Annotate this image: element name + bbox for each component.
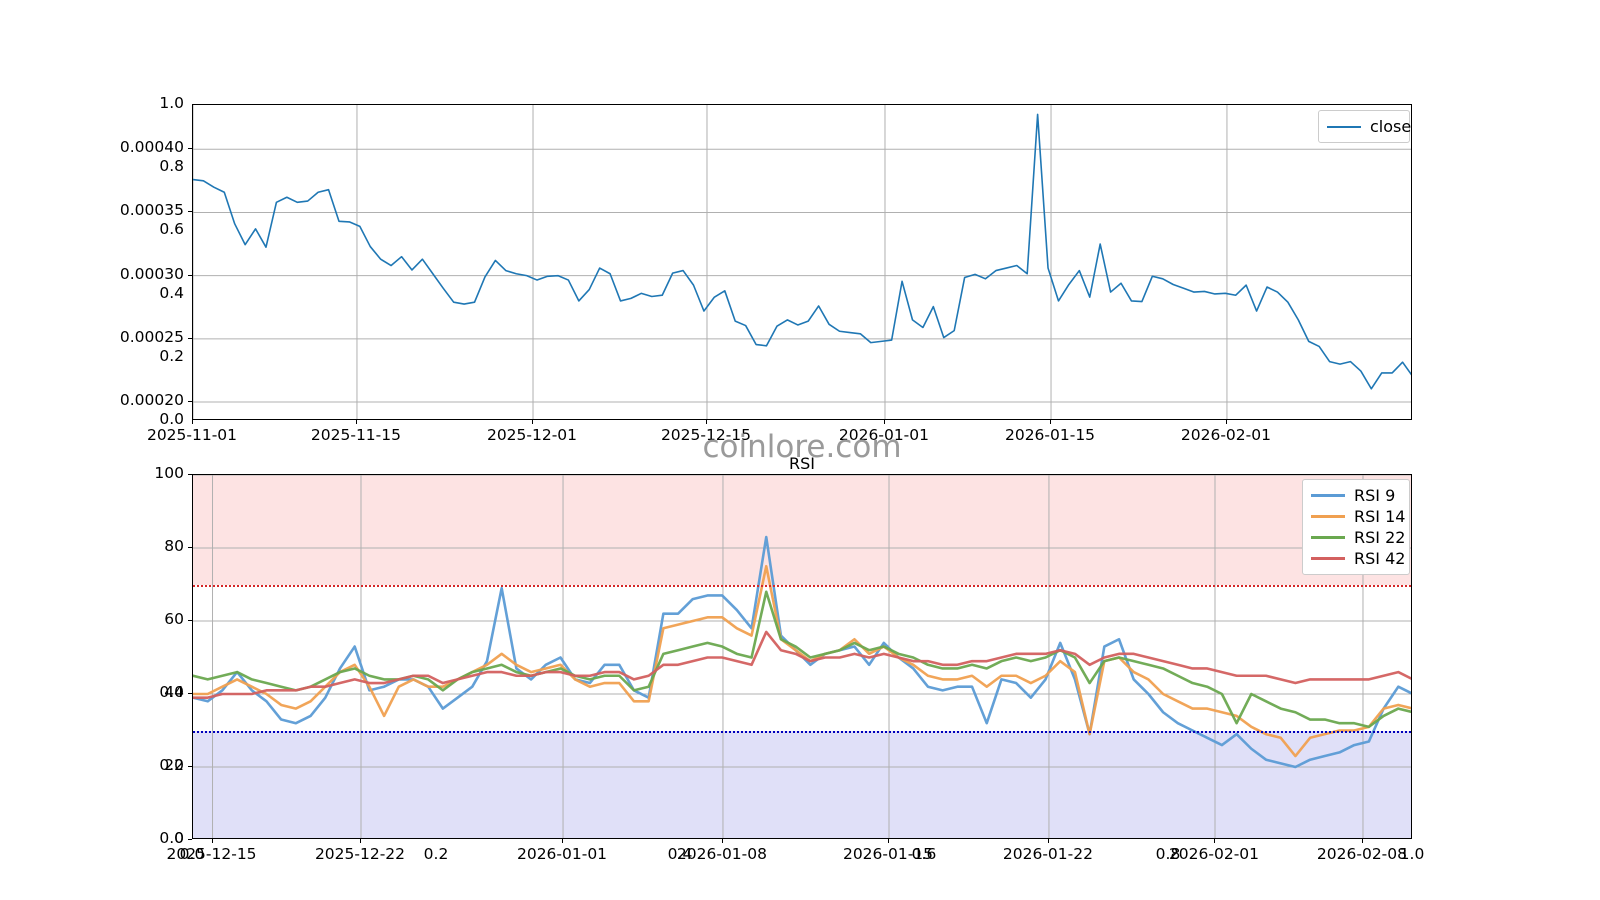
rsi-grid-and-lines <box>193 475 1411 838</box>
rsi-y-tick-label: 60 <box>164 610 184 628</box>
price-line-svg <box>193 105 1411 419</box>
rsi-x-tick-label: 2026-02-08 <box>1316 845 1408 863</box>
price-x-tick-label: 2025-12-01 <box>486 426 578 444</box>
rsi-x-tick-mark <box>721 839 723 843</box>
price-y-phantom-tick-label: 0.4 <box>159 283 184 302</box>
price-x-tick-mark <box>1050 420 1052 424</box>
rsi-y-tick-mark <box>188 766 192 767</box>
rsi-x-tick-label: 2026-01-15 <box>842 845 934 863</box>
price-x-tick-mark <box>883 420 885 424</box>
rsi-x-phantom-tick-label: 1.0 <box>1399 845 1425 863</box>
price-y-phantom-tick-label: 1.0 <box>159 94 184 112</box>
rsi-x-tick-label: 2025-12-22 <box>314 845 406 863</box>
rsi-y-tick-mark <box>188 839 192 840</box>
rsi-x-phantom-tick-label: 0.2 <box>423 845 449 863</box>
rsi-x-tick-mark <box>1047 839 1049 843</box>
rsi-x-tick-mark <box>562 839 564 843</box>
rsi-y-tick-mark <box>188 474 192 475</box>
rsi-x-tick-label: 2026-02-01 <box>1168 845 1260 863</box>
rsi-x-tick-label: 2026-01-08 <box>676 845 767 863</box>
rsi-x-phantom-tick-label: 0.6 <box>911 845 937 863</box>
price-y-tick-mark <box>188 274 192 276</box>
rsi-x-tick-mark <box>359 839 361 843</box>
rsi-legend-item[interactable]: RSI 14 <box>1311 506 1405 527</box>
rsi-legend-item[interactable]: RSI 42 <box>1311 548 1405 569</box>
rsi-x-tick-mark <box>888 839 889 843</box>
rsi-plot-area <box>192 474 1412 839</box>
rsi-legend-item[interactable]: RSI 22 <box>1311 527 1405 548</box>
rsi-x-tick-label: 2026-01-01 <box>516 845 608 863</box>
rsi-y-phantom-tick-label: 0.0 <box>159 829 184 847</box>
price-x-tick-mark <box>192 420 193 424</box>
price-x-tick-mark <box>532 420 533 424</box>
rsi-oversold-threshold-line <box>193 730 1411 733</box>
price-x-tick-mark <box>355 420 357 424</box>
rsi-x-phantom-tick-label: 0.8 <box>1155 845 1181 863</box>
rsi-legend-label: RSI 14 <box>1354 506 1406 526</box>
rsi-overbought-band <box>193 475 1411 585</box>
rsi-x-phantom-tick-label: 0.0 <box>179 845 205 863</box>
rsi-x-phantom-tick-label: 0.4 <box>667 845 693 863</box>
rsi-y-tick-mark <box>188 547 192 548</box>
rsi-y-tick-label: 20 <box>164 756 184 774</box>
price-x-tick-mark <box>1225 420 1227 424</box>
rsi-y-tick-label: 40 <box>164 683 184 701</box>
price-y-tick-label: 0.00020 <box>119 391 184 410</box>
price-legend-item[interactable]: close <box>1327 116 1411 137</box>
price-grid-and-line <box>193 105 1411 419</box>
rsi-y-tick-label: 80 <box>164 537 184 555</box>
price-plot-area <box>192 104 1412 420</box>
price-x-tick-label: 2025-11-01 <box>146 426 238 444</box>
rsi-y-phantom-tick-label: 0.2 <box>159 756 184 774</box>
rsi-y-tick-label: 100 <box>154 464 184 482</box>
price-y-phantom-tick-label: 0.6 <box>159 220 184 239</box>
price-x-tick-label: 2025-12-15 <box>660 426 752 444</box>
price-legend[interactable]: close <box>1318 110 1411 143</box>
price-x-tick-mark <box>705 420 707 424</box>
rsi-overbought-threshold-line <box>193 584 1411 587</box>
price-legend-label: close <box>1370 116 1412 136</box>
price-y-tick-label: 0.00040 <box>119 138 184 157</box>
price-x-tick-label: 2026-02-01 <box>1180 426 1271 444</box>
rsi-title: RSI <box>789 454 815 473</box>
price-x-tick-label: 2025-11-15 <box>310 426 401 444</box>
price-y-phantom-tick-label: 0.0 <box>159 410 184 428</box>
legend-line-icon <box>1311 515 1345 518</box>
rsi-legend-item[interactable]: RSI 9 <box>1311 485 1401 506</box>
price-y-tick-mark <box>188 148 192 150</box>
price-y-tick-mark <box>188 337 192 339</box>
price-y-tick-label: 0.00025 <box>119 327 184 346</box>
rsi-legend[interactable]: RSI 9 RSI 14 RSI 22 RSI 42 <box>1302 479 1410 575</box>
rsi-y-tick-mark <box>188 620 192 621</box>
rsi-legend-label: RSI 22 <box>1354 527 1406 547</box>
legend-line-icon <box>1311 536 1345 539</box>
rsi-y-tick-label: 0 <box>174 829 184 847</box>
price-x-tick-label: 2026-01-01 <box>838 426 930 444</box>
rsi-x-tick-mark <box>1213 839 1215 843</box>
price-y-tick-mark <box>188 401 192 403</box>
rsi-x-tick-label: 2026-01-22 <box>1002 845 1093 863</box>
price-y-phantom-tick-label: 0.8 <box>159 157 184 176</box>
price-y-tick-label: 0.00030 <box>119 264 184 283</box>
coinlore-watermark: coinlore.com <box>702 429 902 465</box>
rsi-legend-label: RSI 9 <box>1354 485 1396 505</box>
rsi-y-tick-mark <box>188 693 192 694</box>
price-x-tick-label: 2026-01-15 <box>1004 426 1096 444</box>
price-y-tick-mark <box>188 211 192 213</box>
price-y-phantom-tick-label: 0.2 <box>159 346 184 365</box>
rsi-y-phantom-tick-label: 0.4 <box>159 683 184 701</box>
price-y-tick-label: 0.00035 <box>119 201 184 220</box>
rsi-legend-label: RSI 42 <box>1354 548 1406 568</box>
rsi-x-tick-mark <box>1361 839 1363 843</box>
rsi-x-tick-mark <box>211 839 213 843</box>
rsi-oversold-band <box>193 730 1411 838</box>
rsi-lines-svg <box>193 475 1411 838</box>
legend-line-icon <box>1311 557 1345 560</box>
price-chart-panel: 0.00040 0.00035 0.00030 0.00025 0.00020 1.0 0… <box>119 94 1412 444</box>
legend-line-icon <box>1311 494 1345 497</box>
rsi-chart-panel: RSI 100 80 60 40 20 0 0.4 0.2 0.0 2025-12-15 202… <box>0 450 1600 900</box>
legend-line-icon <box>1327 125 1361 128</box>
rsi-x-tick-label: 2025-12-15 <box>166 845 257 863</box>
